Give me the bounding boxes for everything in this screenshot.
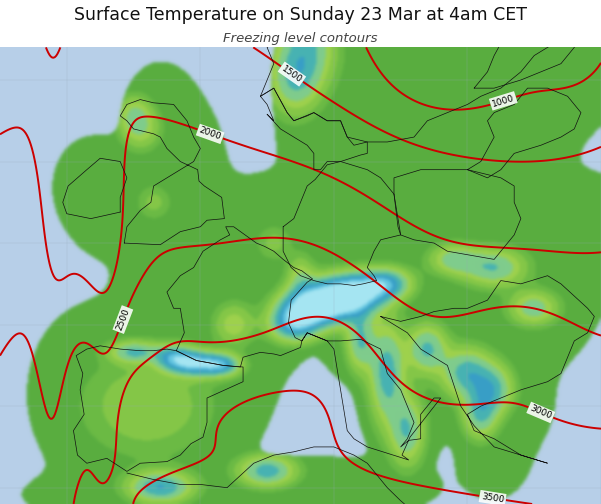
Text: 1500: 1500 <box>280 64 304 84</box>
Text: 2500: 2500 <box>115 307 131 332</box>
Text: Surface Temperature on Sunday 23 Mar at 4am CET: Surface Temperature on Sunday 23 Mar at … <box>74 6 527 24</box>
Text: 3000: 3000 <box>528 404 553 421</box>
Text: 1000: 1000 <box>491 93 516 108</box>
Text: 2000: 2000 <box>198 126 222 142</box>
Text: Freezing level contours: Freezing level contours <box>223 32 378 45</box>
Text: 3500: 3500 <box>481 492 505 504</box>
